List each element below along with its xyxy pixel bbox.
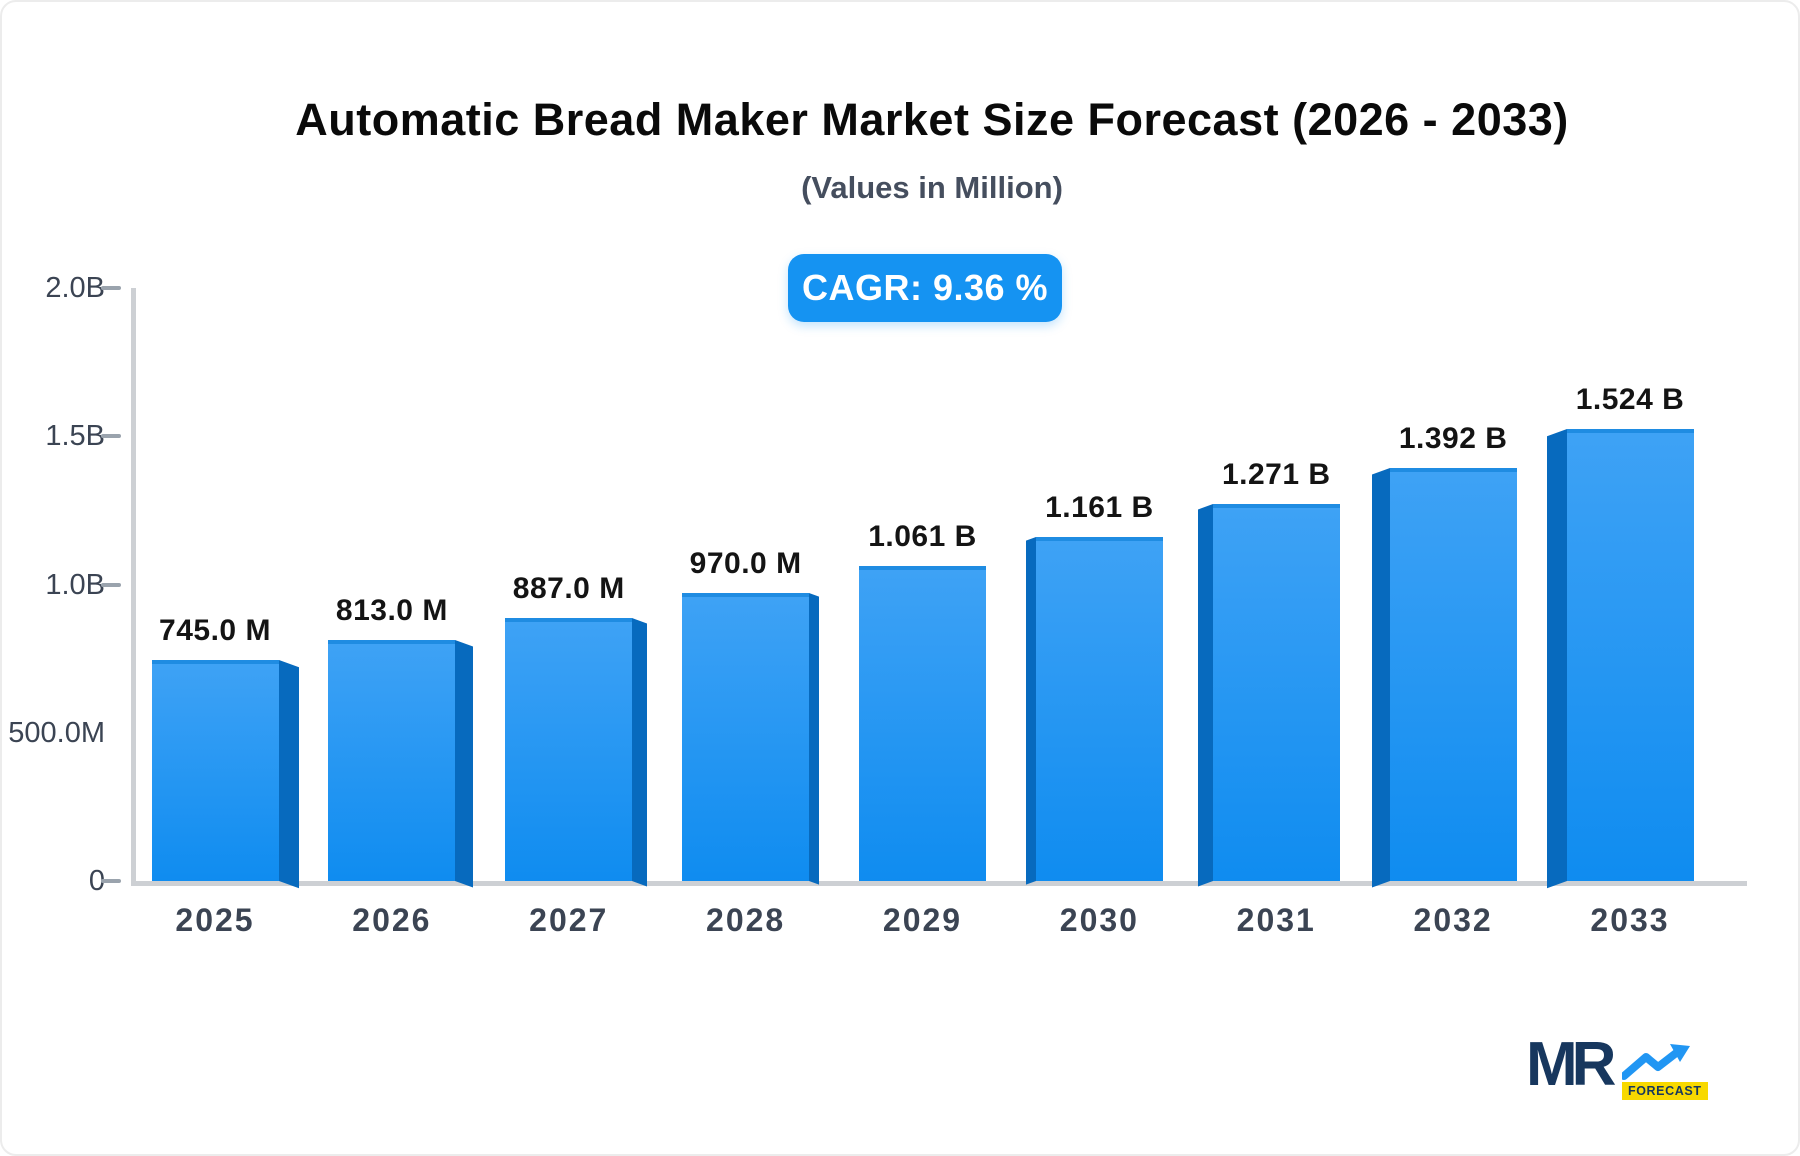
bar-value-label: 1.524 B bbox=[1575, 383, 1685, 417]
bar-side-face bbox=[632, 618, 648, 887]
x-axis-line bbox=[131, 881, 1747, 886]
y-tick-mark bbox=[101, 582, 121, 587]
x-axis-label-2025: 2025 bbox=[175, 902, 255, 938]
x-axis-label-2032: 2032 bbox=[1413, 902, 1493, 938]
x-axis-label-2027: 2027 bbox=[529, 902, 609, 938]
y-tick-label: 500.0M bbox=[8, 716, 105, 749]
chart-title: Automatic Bread Maker Market Size Foreca… bbox=[295, 94, 1569, 145]
y-tick-mark bbox=[101, 879, 121, 883]
bar-value-label: 1.061 B bbox=[868, 520, 977, 554]
x-axis-label-2029: 2029 bbox=[882, 902, 963, 938]
bar-value-label: 745.0 M bbox=[159, 614, 271, 648]
bar-side-face bbox=[809, 593, 820, 885]
y-axis-line bbox=[131, 288, 136, 886]
bar-2025 bbox=[151, 660, 279, 881]
y-tick-label: 1.0B bbox=[45, 568, 105, 601]
bar-value-label: 970.0 M bbox=[689, 547, 802, 581]
bar-value-label: 887.0 M bbox=[512, 572, 625, 605]
x-axis-label-2028: 2028 bbox=[706, 902, 786, 938]
bar-side-face bbox=[455, 639, 474, 888]
x-axis-label-2031: 2031 bbox=[1236, 902, 1316, 938]
bar-2028 bbox=[682, 593, 810, 881]
cagr-badge: CAGR: 9.36 % bbox=[788, 254, 1062, 322]
y-tick-mark bbox=[101, 286, 121, 290]
bar-side-face bbox=[1371, 468, 1390, 888]
bar-value-label: 813.0 M bbox=[335, 593, 448, 627]
y-tick-label: 2.0B bbox=[45, 272, 105, 304]
bar-2032 bbox=[1389, 468, 1517, 881]
bar-side-face bbox=[278, 660, 299, 889]
x-axis-label-2033: 2033 bbox=[1590, 902, 1670, 938]
bar-value-label: 1.392 B bbox=[1398, 422, 1508, 456]
bar-2033 bbox=[1566, 429, 1694, 881]
bar-value-label: 1.161 B bbox=[1045, 490, 1154, 524]
x-axis-label-2030: 2030 bbox=[1059, 902, 1139, 938]
bar-value-label: 1.271 B bbox=[1221, 458, 1331, 492]
bar-2029 bbox=[859, 566, 986, 881]
bar-2031 bbox=[1212, 504, 1340, 881]
logo-monogram: MR bbox=[1526, 1030, 1616, 1099]
mr-forecast-logo: MR FORECAST bbox=[1526, 1032, 1708, 1104]
bar-side-face bbox=[1025, 536, 1036, 885]
bar-2026 bbox=[328, 639, 456, 881]
x-axis-label-2026: 2026 bbox=[352, 902, 432, 938]
bar-2027 bbox=[505, 618, 633, 881]
y-tick-label: 0 bbox=[88, 865, 105, 897]
bar-side-face bbox=[1546, 429, 1567, 889]
trend-arrow-icon bbox=[1622, 1044, 1690, 1080]
y-tick-mark bbox=[101, 434, 121, 439]
logo-forecast-tag: FORECAST bbox=[1622, 1082, 1708, 1100]
y-tick-label: 1.5B bbox=[45, 420, 105, 453]
bar-side-face bbox=[1197, 504, 1213, 887]
chart-subtitle: (Values in Million) bbox=[801, 170, 1063, 205]
bar-2030 bbox=[1035, 536, 1163, 881]
